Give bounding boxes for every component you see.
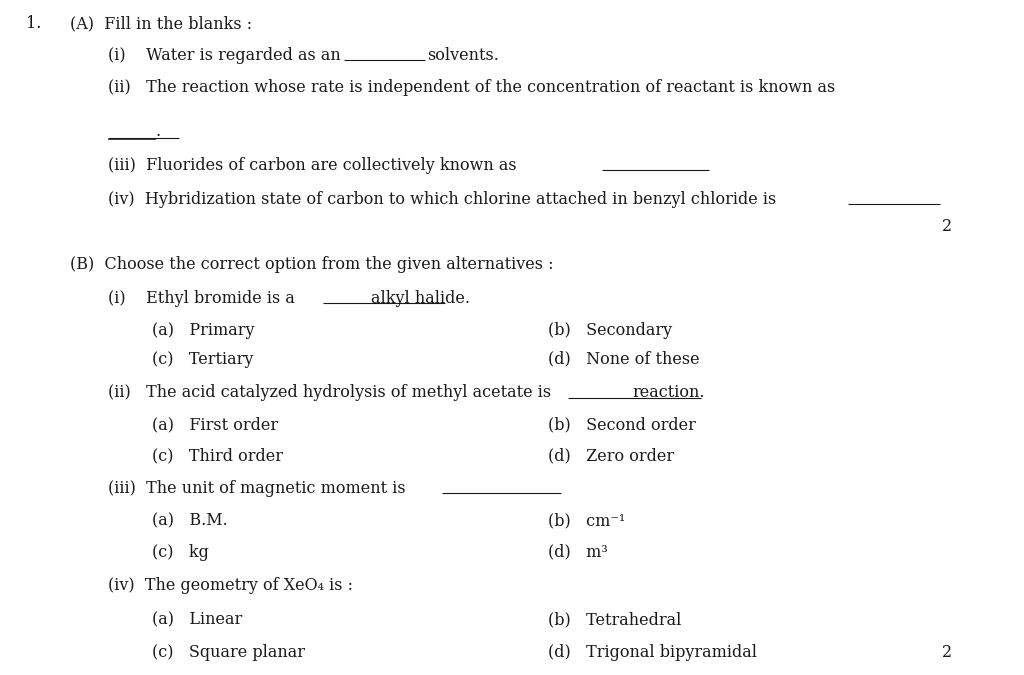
- Text: (ii)   The reaction whose rate is independent of the concentration of reactant i: (ii) The reaction whose rate is independ…: [108, 78, 835, 96]
- Text: (iv)  Hybridization state of carbon to which chlorine attached in benzyl chlorid: (iv) Hybridization state of carbon to wh…: [108, 190, 776, 208]
- Text: 1.: 1.: [26, 15, 41, 32]
- Text: (d)   None of these: (d) None of these: [548, 350, 699, 368]
- Text: (b)   Tetrahedral: (b) Tetrahedral: [548, 611, 681, 628]
- Text: (a)   Linear: (a) Linear: [152, 611, 242, 628]
- Text: (iii)  The unit of magnetic moment is: (iii) The unit of magnetic moment is: [108, 480, 406, 497]
- Text: (b)   Second order: (b) Second order: [548, 416, 695, 434]
- Text: (d)   Trigonal bipyramidal: (d) Trigonal bipyramidal: [548, 644, 757, 662]
- Text: alkyl halide.: alkyl halide.: [371, 290, 470, 307]
- Text: (iv)  The geometry of XeO₄ is :: (iv) The geometry of XeO₄ is :: [108, 576, 352, 594]
- Text: ______.: ______.: [108, 123, 161, 140]
- Text: reaction.: reaction.: [633, 384, 706, 402]
- Text: (c)   kg: (c) kg: [152, 543, 209, 561]
- Text: 2: 2: [942, 644, 952, 662]
- Text: (d)   m³: (d) m³: [548, 543, 607, 561]
- Text: (i)    Ethyl bromide is a: (i) Ethyl bromide is a: [108, 290, 294, 307]
- Text: (ii)   The acid catalyzed hydrolysis of methyl acetate is: (ii) The acid catalyzed hydrolysis of me…: [108, 384, 551, 402]
- Text: (a)   First order: (a) First order: [152, 416, 278, 434]
- Text: 2: 2: [942, 217, 952, 235]
- Text: (iii)  Fluorides of carbon are collectively known as: (iii) Fluorides of carbon are collective…: [108, 157, 516, 174]
- Text: (d)   Zero order: (d) Zero order: [548, 447, 674, 464]
- Text: solvents.: solvents.: [427, 47, 499, 64]
- Text: (c)   Third order: (c) Third order: [152, 447, 283, 464]
- Text: (a)   Primary: (a) Primary: [152, 322, 254, 340]
- Text: (i)    Water is regarded as an: (i) Water is regarded as an: [108, 47, 340, 64]
- Text: (A)  Fill in the blanks :: (A) Fill in the blanks :: [70, 15, 252, 32]
- Text: (c)   Square planar: (c) Square planar: [152, 644, 304, 662]
- Text: (a)   B.M.: (a) B.M.: [152, 512, 227, 530]
- Text: (c)   Tertiary: (c) Tertiary: [152, 350, 253, 368]
- Text: (B)  Choose the correct option from the given alternatives :: (B) Choose the correct option from the g…: [70, 256, 553, 273]
- Text: (b)   Secondary: (b) Secondary: [548, 322, 672, 340]
- Text: (b)   cm⁻¹: (b) cm⁻¹: [548, 512, 625, 530]
